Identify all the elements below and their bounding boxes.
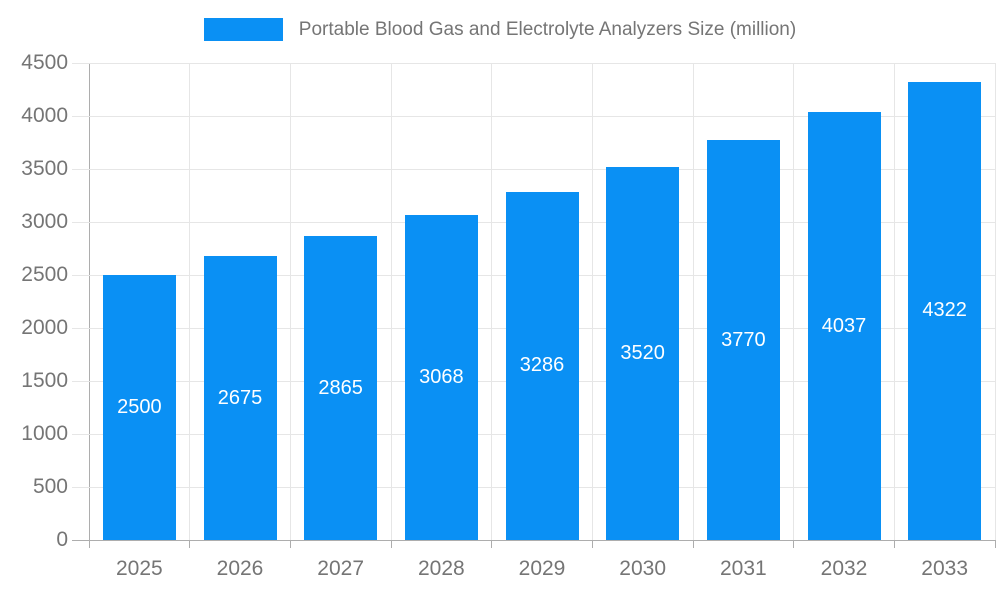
bar-value-label: 2865 (318, 376, 363, 399)
y-axis-label: 3500 (21, 157, 68, 180)
legend-label[interactable]: Portable Blood Gas and Electrolyte Analy… (298, 18, 797, 40)
bar-value-label: 2675 (217, 386, 263, 409)
x-axis-tick (893, 540, 895, 548)
x-axis-label: 2027 (317, 557, 365, 580)
x-axis-tick (189, 540, 191, 548)
x-axis-label: 2025 (115, 557, 163, 580)
bar-value-label: 3068 (419, 365, 464, 388)
x-gridline (491, 63, 493, 540)
bar-value-label: 3286 (519, 354, 565, 377)
y-axis-label: 4000 (21, 104, 68, 127)
x-axis-label: 2032 (820, 557, 868, 580)
x-axis-line (72, 540, 995, 541)
x-gridline (289, 63, 291, 540)
plot-area: 2500 2675 2865 3068 3286 3520 3770 4037 4322 (72, 62, 996, 541)
x-axis-tick (88, 540, 90, 548)
bar-2026[interactable]: 2675 (203, 256, 277, 540)
x-gridline (189, 63, 191, 540)
x-gridline (793, 63, 795, 540)
bar-2028[interactable]: 3068 (404, 214, 478, 540)
bar-2033[interactable]: 4322 (908, 81, 982, 540)
y-gridline (72, 168, 995, 170)
y-gridline (72, 62, 995, 64)
bar-2029[interactable]: 3286 (505, 191, 579, 540)
y-axis-label: 1000 (21, 422, 68, 445)
x-axis-tick (289, 540, 291, 548)
bar-2027[interactable]: 2865 (304, 236, 378, 540)
x-axis-tick (692, 540, 694, 548)
bar-value-label: 4037 (821, 314, 867, 337)
x-axis-label: 2033 (921, 557, 969, 580)
x-axis-tick (491, 540, 493, 548)
y-axis-label: 2000 (21, 316, 68, 339)
y-axis-line (89, 63, 90, 540)
x-axis-tick (994, 540, 996, 548)
y-axis-label: 500 (32, 475, 68, 498)
y-gridline (72, 115, 995, 117)
x-axis-label: 2030 (619, 557, 667, 580)
bar-value-label: 4322 (922, 299, 967, 322)
x-axis-tick (591, 540, 593, 548)
y-axis-label: 4500 (21, 51, 68, 74)
legend: Portable Blood Gas and Electrolyte Analy… (0, 18, 1000, 41)
x-axis-tick (793, 540, 795, 548)
x-gridline (390, 63, 392, 540)
x-axis-label: 2031 (719, 557, 767, 580)
x-gridline (893, 63, 895, 540)
x-axis-label: 2029 (518, 557, 566, 580)
x-gridline (591, 63, 593, 540)
x-axis-label: 2026 (216, 557, 264, 580)
bar-value-label: 3520 (620, 341, 665, 364)
x-gridline (994, 63, 996, 540)
legend-swatch-icon[interactable] (203, 18, 283, 41)
x-gridline (692, 63, 694, 540)
x-axis-label: 2028 (417, 557, 465, 580)
x-axis-tick (390, 540, 392, 548)
bar-value-label: 2500 (117, 396, 162, 418)
bar-2031[interactable]: 3770 (706, 140, 780, 540)
y-axis-label: 0 (56, 528, 68, 551)
bar-2030[interactable]: 3520 (606, 166, 680, 540)
y-axis-label: 2500 (21, 263, 68, 286)
bar-value-label: 3770 (721, 328, 766, 351)
bar-2025[interactable]: 2500 (102, 275, 176, 540)
y-axis-label: 1500 (21, 369, 68, 392)
y-axis-label: 3000 (21, 210, 68, 233)
bar-2032[interactable]: 4037 (807, 112, 881, 540)
